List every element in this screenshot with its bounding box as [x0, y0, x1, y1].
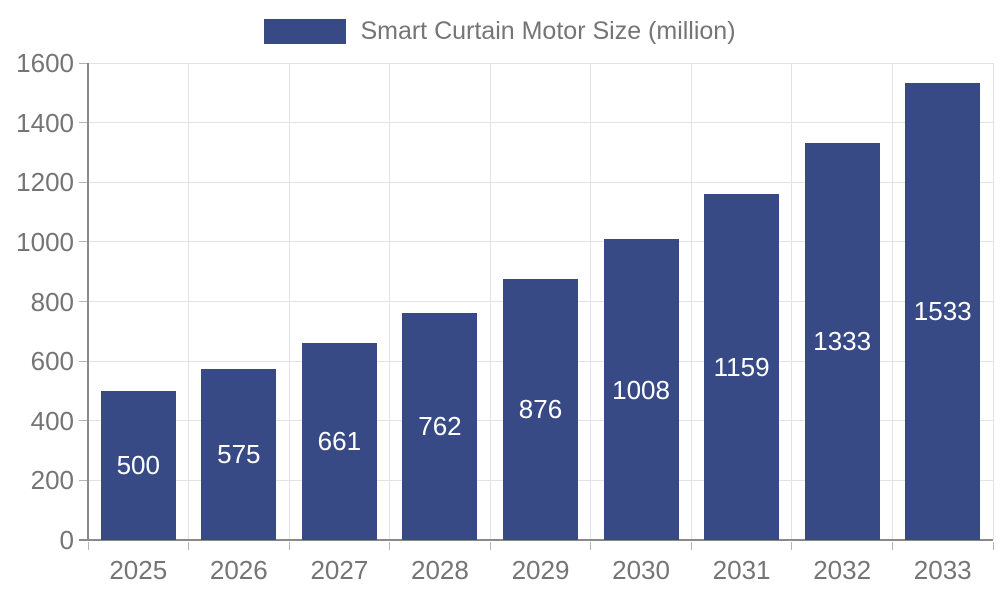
gridline-v	[590, 63, 592, 540]
gridline-v	[791, 63, 793, 540]
x-tick-label: 2025	[109, 555, 168, 585]
y-tick-label: 200	[30, 465, 74, 496]
x-axis-tick	[489, 542, 491, 550]
y-axis-tick	[79, 181, 88, 183]
bar-2025[interactable]	[100, 390, 176, 540]
x-tick-label: 2028	[411, 555, 469, 585]
plot-area: 0 200 400 600 800 1000 1200 1400 1600 500 2025 575 2…	[16, 48, 994, 584]
x-axis-tick	[288, 542, 290, 550]
x-axis-tick	[389, 542, 391, 550]
gridline-v	[891, 63, 893, 540]
x-axis-tick	[891, 542, 893, 550]
y-axis-tick	[79, 62, 88, 64]
y-axis-tick	[79, 360, 88, 362]
y-tick-label: 400	[30, 405, 74, 436]
bar-2026[interactable]	[201, 368, 277, 540]
x-axis-tick	[188, 542, 190, 550]
y-tick-label: 1600	[16, 48, 74, 78]
legend[interactable]: Smart Curtain Motor Size (million)	[0, 16, 1000, 46]
x-tick-label: 2027	[310, 555, 369, 585]
gridline-h	[88, 122, 993, 124]
gridline-v	[389, 63, 391, 540]
y-axis-line	[87, 63, 89, 540]
y-axis-tick	[79, 301, 88, 302]
legend-label: Smart Curtain Motor Size (million)	[360, 16, 736, 45]
x-tick-label: 2032	[813, 555, 872, 585]
y-axis-tick	[79, 479, 88, 481]
bar-2031[interactable]	[704, 194, 780, 540]
gridline-v	[690, 63, 692, 540]
x-axis-line	[79, 539, 993, 541]
x-tick-label: 2031	[712, 555, 771, 585]
gridline-v	[489, 63, 491, 540]
gridline-v	[188, 63, 190, 540]
bar-2028[interactable]	[402, 312, 478, 540]
bar-2032[interactable]	[804, 142, 880, 540]
y-tick-label: 1000	[16, 226, 74, 257]
x-axis-tick	[791, 542, 793, 550]
y-tick-label: 800	[30, 286, 74, 317]
x-axis-tick	[87, 542, 89, 550]
bar-2029[interactable]	[503, 278, 578, 540]
bar-2033[interactable]	[905, 82, 981, 540]
gridline-h	[88, 181, 993, 183]
x-axis-tick	[992, 542, 994, 550]
y-tick-label: 1200	[16, 167, 74, 198]
y-axis-tick	[79, 420, 88, 422]
bar-2030[interactable]	[603, 239, 679, 540]
x-axis-tick	[590, 542, 592, 550]
gridline-h	[88, 62, 993, 64]
y-tick-label: 1400	[16, 107, 74, 138]
x-tick-label: 2033	[913, 555, 972, 585]
legend-swatch-icon	[264, 18, 347, 44]
gridline-v	[288, 63, 290, 540]
y-axis-tick	[79, 241, 88, 243]
x-tick-label: 2030	[612, 555, 670, 585]
y-tick-label: 0	[59, 525, 74, 555]
y-tick-label: 600	[30, 346, 74, 377]
x-axis-tick	[690, 542, 692, 550]
gridline-v	[992, 63, 994, 540]
gridline-h	[88, 241, 993, 243]
x-tick-label: 2026	[209, 555, 268, 585]
x-tick-label: 2029	[511, 555, 570, 585]
y-axis-tick	[79, 122, 88, 124]
bar-2027[interactable]	[301, 342, 377, 540]
